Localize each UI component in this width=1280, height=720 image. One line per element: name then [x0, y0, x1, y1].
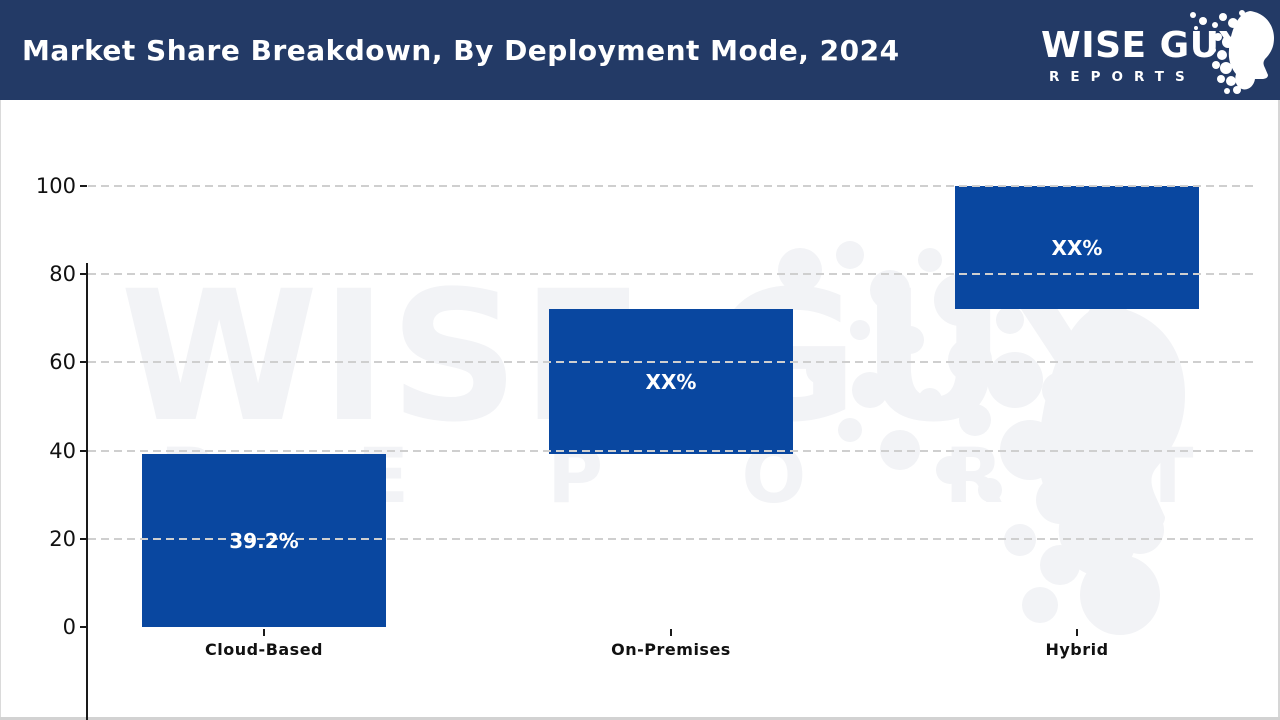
- y-tick-20: [80, 537, 87, 540]
- y-tick-label: 40: [49, 438, 76, 463]
- y-tick-60: [80, 361, 87, 364]
- x-tick-1: [670, 629, 672, 636]
- bottom-edge-line: [0, 717, 1280, 720]
- logo-subtitle: REPORTS: [1049, 69, 1196, 85]
- y-tick-0: [80, 626, 87, 628]
- bar-value-label: 39.2%: [229, 528, 299, 553]
- y-tick-100: [80, 185, 87, 187]
- bar-cloud-based: [142, 454, 386, 627]
- wise-guy-reports-logo: WISE GUY REPORTS: [1041, 10, 1274, 94]
- x-tick-2: [1076, 629, 1078, 636]
- bar-on-premises: [549, 309, 793, 455]
- x-category-label: Cloud-Based: [204, 640, 324, 659]
- header-bar: Market Share Breakdown, By Deployment Mo…: [0, 0, 1280, 100]
- x-tick-0: [263, 629, 265, 636]
- bar-value-label: XX%: [645, 369, 697, 394]
- x-category-label: Hybrid: [1045, 640, 1109, 659]
- logo-face-profile: [1228, 11, 1274, 90]
- logo-face-dots: [1190, 10, 1247, 94]
- right-edge-line: [1278, 100, 1280, 720]
- chart-title: Market Share Breakdown, By Deployment Mo…: [22, 33, 900, 67]
- bar-hybrid: [955, 186, 1199, 310]
- chart-area: WISE GUY R E P O R T S 02040608010039.2%…: [0, 100, 1280, 720]
- gridline-80: [88, 273, 1254, 276]
- gridline-100: [88, 185, 1254, 187]
- gridline-20: [88, 537, 1254, 540]
- bar-value-label: XX%: [1051, 235, 1103, 260]
- gridline-60: [88, 361, 1254, 364]
- y-tick-label: 100: [35, 174, 76, 198]
- y-tick-label: 20: [49, 526, 76, 551]
- watermark-face-dots: [778, 241, 1185, 635]
- y-axis-line: [86, 263, 88, 720]
- x-category-label: On-Premises: [611, 640, 731, 659]
- y-tick-label: 80: [49, 262, 76, 287]
- gridline-40: [88, 449, 1254, 452]
- y-tick-label: 60: [49, 350, 76, 375]
- y-tick-80: [80, 273, 87, 276]
- left-edge-line: [0, 100, 1, 720]
- logo-wordmark: WISE GUY: [1041, 25, 1246, 66]
- y-tick-40: [80, 449, 87, 452]
- y-tick-label: 0: [62, 615, 76, 639]
